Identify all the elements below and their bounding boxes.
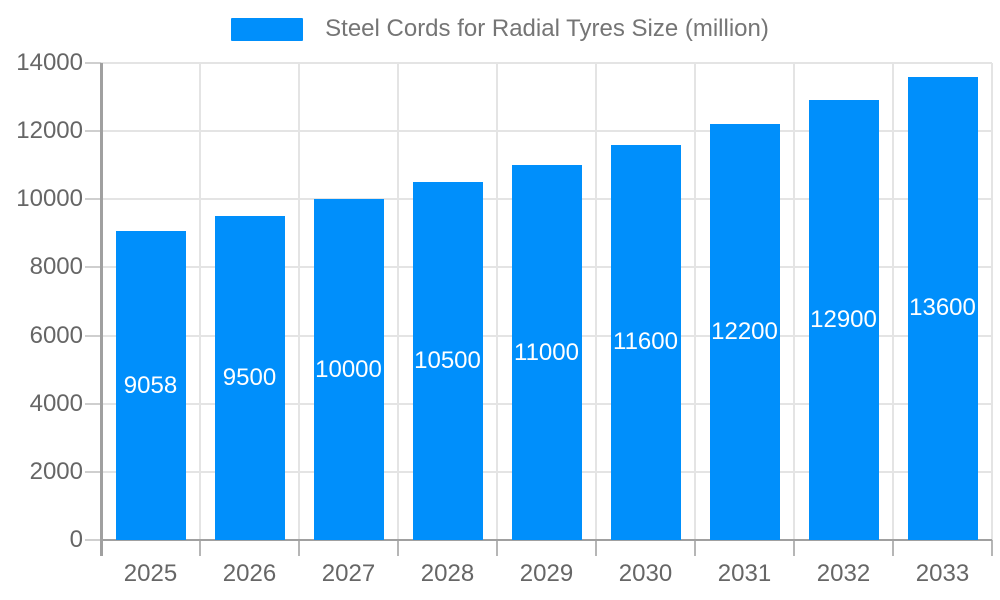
bar-value-label: 10500 (414, 347, 481, 375)
v-gridline (892, 63, 894, 540)
bar-value-label: 13600 (909, 294, 976, 322)
bar (907, 76, 978, 540)
x-tick-label: 2025 (123, 560, 178, 587)
x-tick-label: 2031 (717, 560, 772, 587)
y-axis-tick (85, 266, 101, 269)
bar-value-label: 9500 (222, 364, 277, 392)
h-gridline (101, 130, 992, 133)
bar (214, 216, 285, 540)
y-tick-label: 4000 (29, 389, 83, 417)
v-gridline (397, 63, 399, 540)
v-gridline (595, 63, 597, 540)
bar-value-label: 11000 (514, 338, 579, 366)
x-axis-tick (199, 540, 201, 556)
x-tick-label: 2032 (816, 560, 871, 587)
x-tick-label: 2030 (618, 560, 673, 587)
y-tick-label: 8000 (29, 253, 83, 281)
x-axis-tick (496, 540, 498, 556)
v-gridline (496, 63, 498, 540)
y-tick-label: 14000 (16, 49, 83, 76)
x-axis-tick (397, 540, 399, 556)
bar (511, 165, 582, 540)
y-axis-tick (85, 402, 101, 405)
x-tick-label: 2026 (222, 560, 277, 587)
bar (610, 144, 681, 540)
bar-value-label: 12200 (711, 318, 778, 346)
y-tick-label: 12000 (16, 117, 83, 145)
x-axis-line (101, 539, 992, 541)
x-axis-tick (991, 540, 993, 556)
legend-swatch (231, 17, 304, 41)
bar-value-label: 12900 (810, 306, 877, 334)
y-axis-tick (85, 334, 101, 337)
bar (808, 100, 879, 540)
x-axis-tick (793, 540, 795, 556)
y-tick-label: 6000 (29, 321, 83, 349)
y-axis-tick (85, 539, 101, 541)
bar-value-label: 11600 (613, 328, 678, 356)
x-axis-tick (595, 540, 597, 556)
y-axis-tick (85, 198, 101, 201)
v-gridline (793, 63, 795, 540)
x-axis-tick (892, 540, 894, 556)
legend[interactable]: Steel Cords for Radial Tyres Size (milli… (0, 17, 1000, 41)
v-gridline (991, 63, 993, 540)
h-gridline (101, 62, 992, 64)
bar-value-label: 10000 (315, 355, 382, 383)
y-axis-tick (85, 62, 101, 64)
bar-value-label: 9058 (123, 371, 178, 399)
x-tick-label: 2028 (420, 560, 475, 587)
y-axis-line (100, 63, 103, 556)
y-tick-label: 10000 (16, 185, 83, 213)
legend-label: Steel Cords for Radial Tyres Size (milli… (325, 15, 769, 42)
y-tick-label: 0 (69, 526, 83, 553)
bar (412, 182, 483, 540)
y-tick-label: 2000 (29, 457, 83, 485)
v-gridline (694, 63, 696, 540)
v-gridline (199, 63, 201, 540)
x-tick-label: 2027 (321, 560, 376, 587)
x-tick-label: 2029 (519, 560, 574, 587)
x-axis-tick (694, 540, 696, 556)
bar (313, 199, 384, 540)
y-axis-tick (85, 130, 101, 133)
x-axis-tick (298, 540, 300, 556)
bar (115, 231, 186, 540)
x-tick-label: 2033 (915, 560, 970, 587)
y-axis-tick (85, 470, 101, 473)
v-gridline (298, 63, 300, 540)
bar (709, 124, 780, 540)
